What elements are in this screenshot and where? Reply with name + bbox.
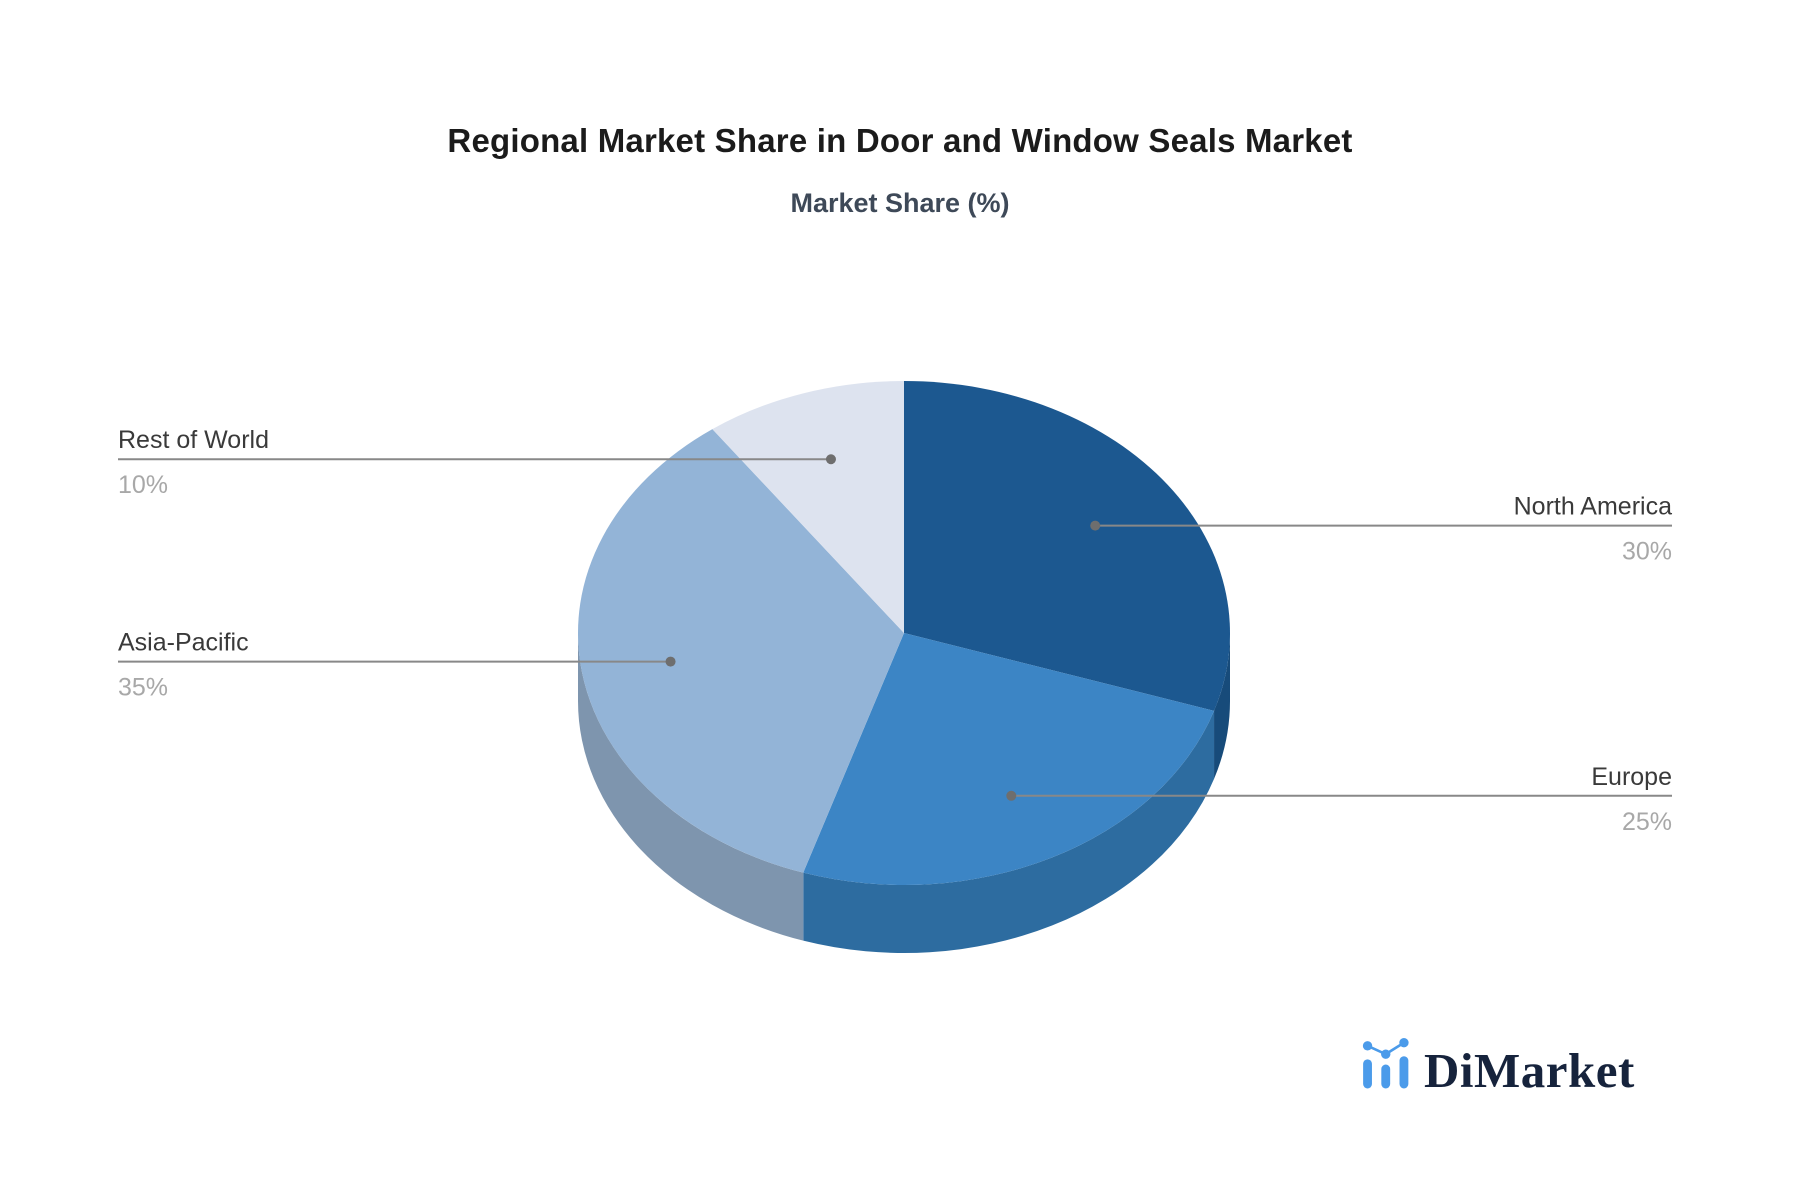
pie-slice-side-asia-pacific [578,633,804,941]
pie-value-rest-of-world: 10% [118,471,168,499]
pie-slice-europe[interactable] [803,633,1215,886]
pie-label-north-america: North America [1514,493,1672,521]
pie-slice-side-europe [803,710,1215,954]
pie-value-asia-pacific: 35% [118,674,168,702]
pie-slice-asia-pacific[interactable] [578,429,904,873]
dimarket-logo: DiMarket [1360,1034,1635,1098]
pie-slice-rest-of-world[interactable] [712,381,904,633]
pie-value-north-america: 30% [1622,538,1672,566]
leader-dot-rest-of-world [825,454,836,465]
pie-slice-north-america[interactable] [904,381,1230,711]
leader-dot-north-america [1090,520,1101,531]
pie-value-europe: 25% [1622,808,1672,836]
pie-slice-side-north-america [1214,633,1230,779]
chart-subtitle: Market Share (%) [790,188,1010,218]
pie-label-europe: Europe [1591,763,1672,791]
leader-dot-asia-pacific [665,656,676,667]
leader-dot-europe [1006,790,1017,801]
chart-title: Regional Market Share in Door and Window… [447,122,1353,159]
pie-label-rest-of-world: Rest of World [118,426,269,454]
pie-label-asia-pacific: Asia-Pacific [118,629,249,657]
bar-line-chart-icon [1362,1038,1409,1089]
brand-name: DiMarket [1424,1042,1635,1098]
